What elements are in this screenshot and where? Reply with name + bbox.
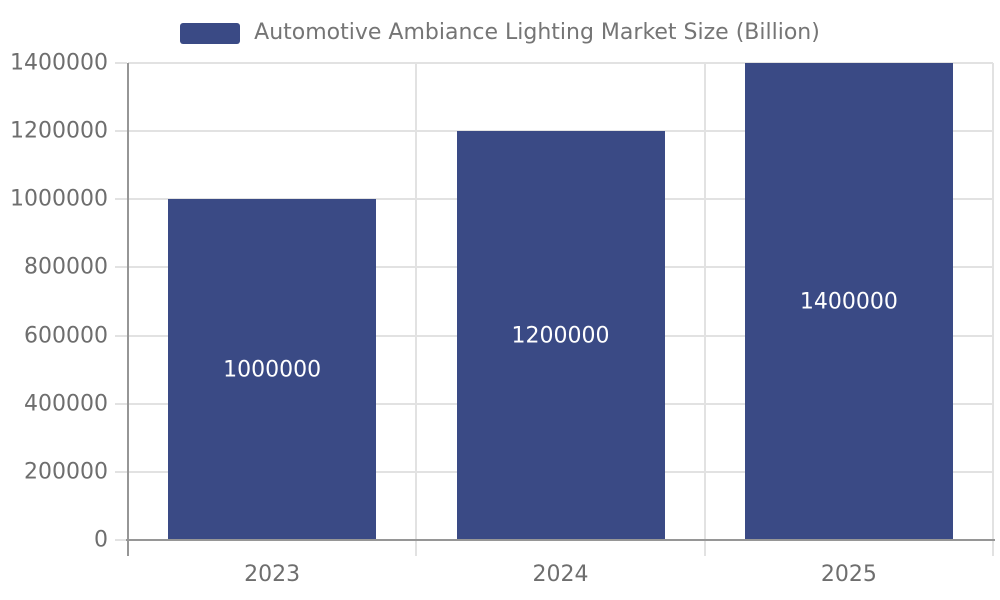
y-axis-line [127, 63, 129, 556]
y-tick-label: 1000000 [10, 186, 108, 212]
y-tick-mark [115, 198, 127, 201]
x-gridline [415, 63, 418, 556]
legend-label: Automotive Ambiance Lighting Market Size… [254, 20, 820, 45]
legend[interactable]: Automotive Ambiance Lighting Market Size… [0, 20, 1000, 46]
y-tick-label: 1400000 [10, 50, 108, 76]
x-tick-label: 2023 [244, 562, 301, 587]
bar-value-label: 1000000 [223, 357, 322, 383]
y-tick-mark [115, 266, 127, 269]
y-tick-label: 1200000 [10, 118, 108, 144]
bar [744, 63, 953, 540]
bar-value-label: 1200000 [511, 323, 610, 349]
x-axis-line [126, 539, 995, 541]
y-tick-label: 600000 [24, 323, 108, 349]
y-tick-mark [115, 402, 127, 405]
x-gridline [992, 63, 994, 556]
y-tick-mark [115, 334, 127, 337]
x-tick-label: 2024 [532, 562, 589, 587]
bar [168, 199, 377, 540]
y-gridline [128, 62, 993, 64]
y-tick-label: 200000 [24, 459, 108, 485]
x-tick-label: 2025 [820, 562, 877, 587]
y-tick-label: 400000 [24, 391, 108, 417]
y-tick-mark [115, 539, 127, 541]
bar-value-label: 1400000 [799, 289, 898, 314]
plot-area: 0 200000 400000 600000 800000 1000000 1200000 1… [10, 51, 995, 587]
y-tick-mark [115, 470, 127, 473]
y-tick-mark [115, 130, 127, 133]
bar [456, 131, 665, 540]
y-tick-label: 0 [94, 527, 108, 553]
y-tick-label: 800000 [24, 254, 108, 280]
legend-swatch-icon [180, 22, 241, 44]
y-tick-mark [115, 62, 127, 64]
x-gridline [703, 63, 706, 556]
